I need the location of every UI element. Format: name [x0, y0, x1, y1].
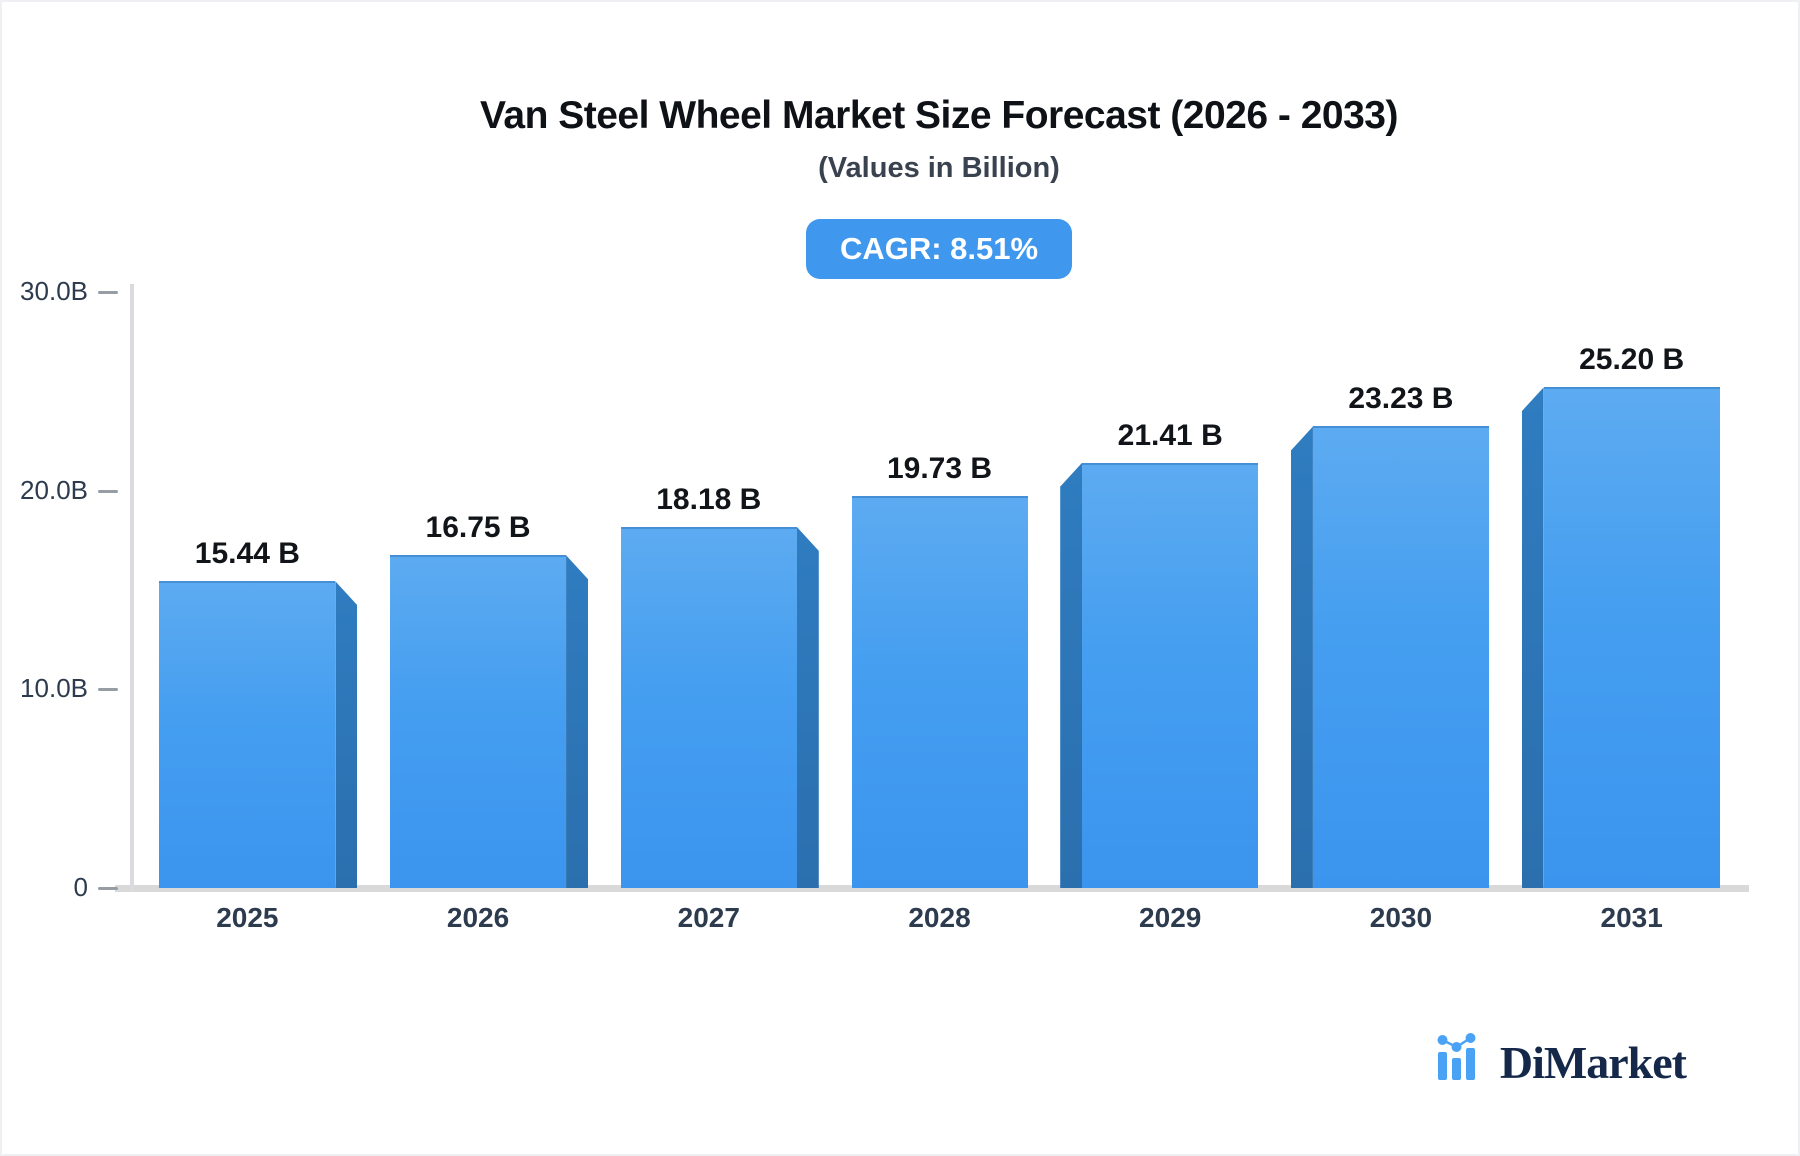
brand-logo-text: DiMarket: [1499, 1037, 1687, 1089]
x-axis-baseline: [115, 885, 1749, 892]
bar-2030-side-face: [1290, 426, 1313, 888]
y-tick-label: 0: [73, 872, 88, 902]
bar-2031-side-face: [1521, 387, 1544, 888]
bar-2026-side-face: [566, 555, 589, 888]
x-tick-label-2025: 2025: [216, 902, 279, 933]
chart-subtitle: (Values in Billion): [818, 152, 1060, 184]
y-axis-line: [130, 284, 134, 892]
bar-2031: [1543, 387, 1720, 888]
cagr-badge: CAGR: 8.51%: [805, 219, 1073, 279]
y-tick-label: 30.0B: [20, 276, 88, 306]
y-tick-dash: [98, 489, 118, 493]
y-tick-dash: [98, 291, 118, 294]
bar-2025: [159, 581, 336, 888]
y-tick-label: 10.0B: [20, 673, 88, 704]
bar-value-label-2028: 19.73 B: [886, 452, 993, 486]
bar-2027: [620, 526, 797, 888]
y-tick-label: 20.0B: [20, 474, 88, 505]
bar-value-label-2030: 23.23 B: [1348, 382, 1454, 416]
x-tick-label-2028: 2028: [908, 902, 971, 933]
x-tick-label-2027: 2027: [677, 902, 740, 933]
bar-value-label-2025: 15.44 B: [194, 537, 300, 571]
bar-2026: [390, 555, 567, 888]
x-tick-label-2026: 2026: [446, 902, 510, 933]
bar-value-label-2026: 16.75 B: [425, 511, 531, 545]
chart-header: Van Steel Wheel Market Size Forecast (20…: [76, 2, 1798, 279]
bar-value-label-2027: 18.18 B: [656, 482, 762, 516]
bar-chart-logo-icon: [1436, 1032, 1486, 1085]
brand-logo: DiMarket: [1436, 1032, 1687, 1089]
bar-2029-side-face: [1060, 462, 1083, 888]
y-tick-dash: [98, 887, 118, 890]
x-tick-label-2029: 2029: [1139, 902, 1202, 933]
bar-value-label-2031: 25.20 B: [1579, 343, 1685, 377]
x-tick-label-2031: 2031: [1600, 902, 1663, 933]
bar-2027-side-face: [796, 526, 819, 888]
y-tick-dash: [98, 688, 118, 692]
bar-2028: [851, 496, 1028, 888]
bar-2030: [1312, 426, 1489, 888]
bar-2025-side-face: [335, 581, 358, 888]
chart-title: Van Steel Wheel Market Size Forecast (20…: [480, 94, 1398, 137]
bar-value-label-2029: 21.41 B: [1117, 418, 1223, 452]
bar-2029: [1082, 462, 1259, 888]
x-tick-label-2030: 2030: [1369, 902, 1433, 933]
